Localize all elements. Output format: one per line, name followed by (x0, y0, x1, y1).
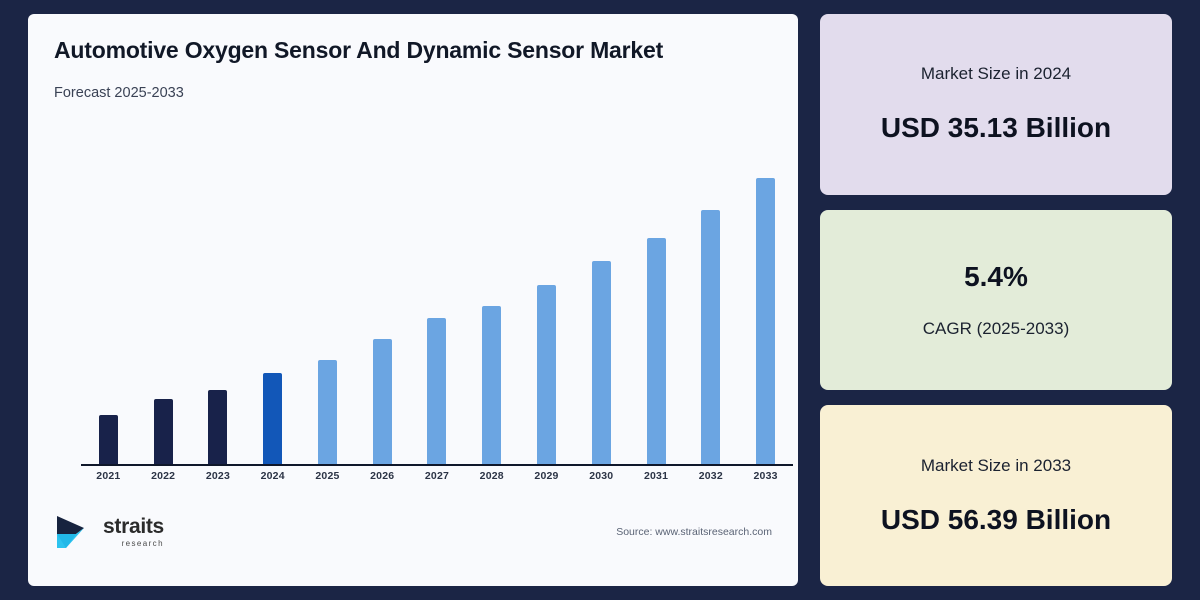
logo-subtext: research (121, 539, 164, 548)
straits-research-logo: straits research (54, 512, 164, 552)
x-tick-2022: 2022 (151, 470, 176, 482)
bar-slot (191, 164, 246, 466)
bar-slot (464, 164, 519, 466)
x-axis-tick-labels: 2021 2022 2023 2024 2025 2026 2027 2028 2029 2030… (81, 470, 793, 482)
source-text: Source: www.straitsresearch.com (616, 526, 772, 538)
bar-slot (81, 164, 136, 466)
x-tick-2028: 2028 (479, 470, 504, 482)
bar-slot (136, 164, 191, 466)
x-tick-2027: 2027 (424, 470, 450, 482)
bar-2028[interactable] (482, 306, 502, 466)
bar-slot (300, 164, 355, 466)
stat-card-value: USD 56.39 Billion (880, 503, 1112, 535)
bar-2024[interactable] (263, 373, 283, 466)
bar-2026[interactable] (372, 339, 392, 466)
bar-2023[interactable] (208, 390, 228, 466)
x-tick-2030: 2030 (589, 470, 614, 482)
chart-footer: straits research Source: www.straitsrese… (54, 504, 772, 560)
x-tick-2026: 2026 (370, 470, 395, 482)
bar-2030[interactable] (591, 261, 611, 466)
x-tick-2021: 2021 (96, 470, 121, 482)
stat-card-list: Market Size in 2024 USD 35.13 Billion 5.4%… (820, 14, 1172, 587)
bar-2027[interactable] (427, 318, 447, 466)
stat-card-value: 5.4% (964, 261, 1028, 292)
bar-2032[interactable] (701, 210, 721, 466)
x-tick-2031: 2031 (643, 470, 669, 482)
logo-text: straits research (103, 516, 164, 548)
stat-card-value: USD 35.13 Billion (880, 112, 1112, 144)
x-tick-2032: 2032 (698, 470, 723, 482)
bar-slot (355, 164, 410, 466)
bar-slot (410, 164, 465, 466)
bar-2031[interactable] (646, 238, 666, 466)
x-tick-2025: 2025 (315, 470, 340, 482)
bar-slot (683, 164, 738, 466)
stat-card-label: Market Size in 2033 (920, 455, 1072, 475)
bar-slot (574, 164, 629, 466)
bar-2021[interactable] (98, 415, 118, 466)
x-tick-2033: 2033 (753, 470, 778, 482)
x-tick-2024: 2024 (260, 470, 285, 482)
x-tick-2029: 2029 (534, 470, 559, 482)
logo-wordmark: straits (103, 515, 164, 538)
bar-slot (629, 164, 684, 466)
bar-slot (738, 164, 793, 466)
bar-series (81, 164, 793, 466)
stat-card-label: Market Size in 2024 (920, 64, 1072, 84)
x-axis-line (81, 464, 793, 466)
bar-2029[interactable] (537, 285, 556, 466)
chart-subtitle: Forecast 2025-2033 (54, 85, 184, 102)
stat-card-3: Market Size in 2033 USD 56.39 Billion (820, 405, 1172, 587)
stat-card-2: 5.4% CAGR (2025-2033) (820, 209, 1172, 391)
bar-slot (245, 164, 300, 466)
x-tick-2023: 2023 (205, 470, 230, 482)
bar-slot (519, 164, 574, 466)
straits-arrow-logo-icon (54, 512, 96, 552)
stat-card-1: Market Size in 2024 USD 35.13 Billion (820, 14, 1172, 195)
bar-2025[interactable] (317, 360, 337, 466)
bar-2033[interactable] (756, 178, 776, 466)
stat-card-label: CAGR (2025-2033) (922, 319, 1070, 338)
bar-2022[interactable] (153, 399, 173, 466)
page-title: Automotive Oxygen Sensor And Dynamic Sen… (54, 37, 664, 63)
bar-chart-plot (81, 164, 793, 466)
chart-panel: Automotive Oxygen Sensor And Dynamic Sen… (28, 14, 798, 586)
